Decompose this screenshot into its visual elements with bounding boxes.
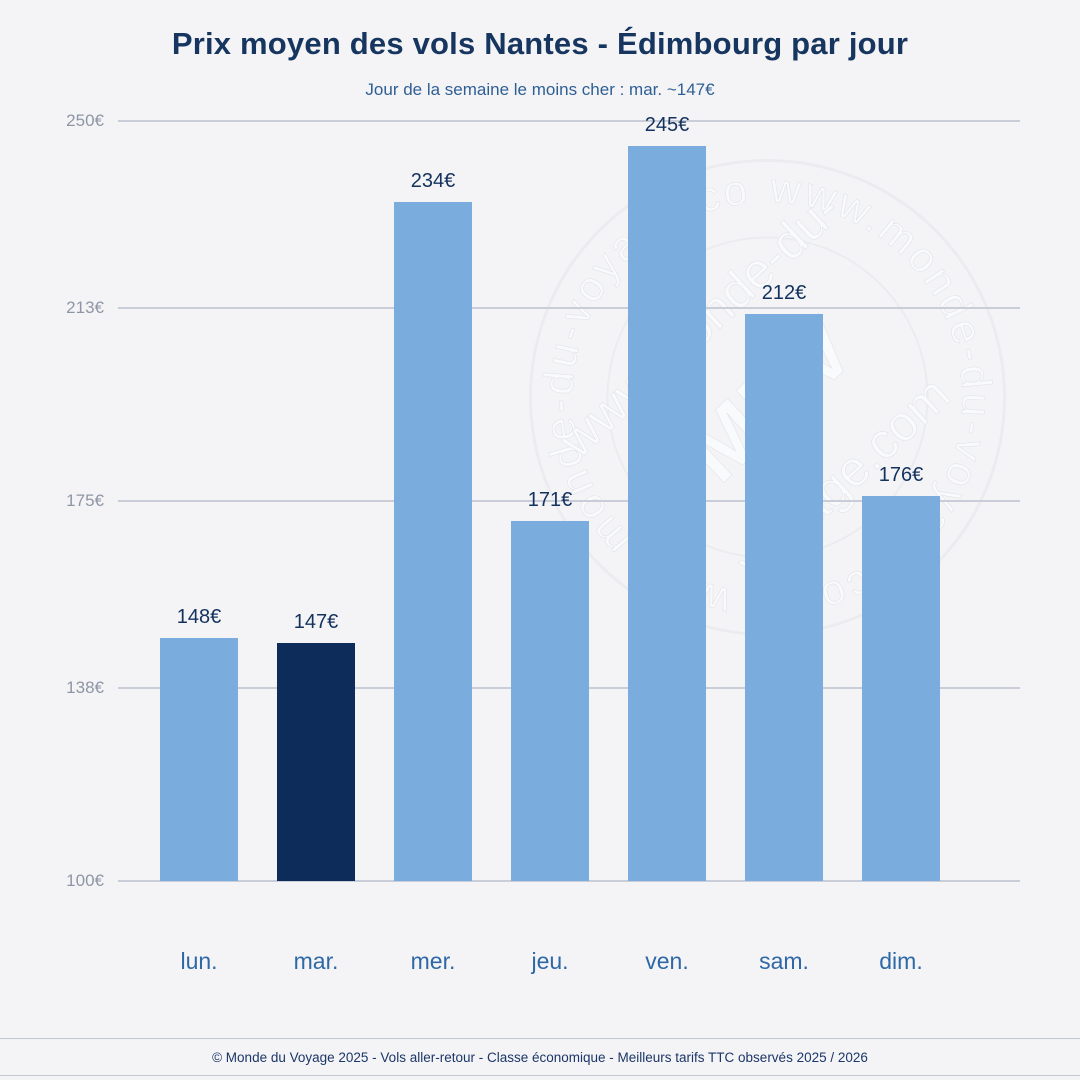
x-axis-label-mer: mer.	[410, 948, 456, 974]
chart-title: Prix moyen des vols Nantes - Édimbourg p…	[171, 26, 909, 61]
bar-chart-plot-area: 250€ 213€ 175€ 138€ 100€ 148€ lun. 147€ mar. 234€…	[66, 111, 1020, 974]
gridline-213€	[118, 307, 1020, 310]
y-axis-tick-label: 250€	[66, 111, 104, 130]
footer-text: © Monde du Voyage 2025 - Vols aller-reto…	[212, 1049, 868, 1065]
x-axis-label-mar: mar.	[293, 948, 339, 974]
x-axis-label-lun: lun.	[180, 948, 218, 974]
bar-value-label: 234€	[410, 170, 456, 193]
y-axis-tick-label: 138€	[66, 678, 104, 698]
y-axis-tick-label: 175€	[66, 491, 104, 510]
bar-value-label: 171€	[527, 489, 573, 512]
gridline-100€	[118, 880, 1020, 882]
gridline-175€	[118, 500, 1020, 502]
bar-value-label: 212€	[761, 281, 807, 304]
bar-lun	[160, 637, 238, 881]
bar-jeu	[511, 521, 589, 881]
bar-dim	[862, 495, 940, 881]
bar-mer	[394, 202, 472, 881]
y-axis-tick-label: 213€	[66, 298, 104, 318]
gridline-250€	[118, 120, 1020, 122]
x-axis-label-sam: sam.	[759, 948, 809, 974]
bar-value-label: 245€	[644, 114, 690, 137]
bar-ven	[628, 146, 706, 881]
bar-value-label: 148€	[176, 605, 222, 628]
x-axis-label-ven: ven.	[645, 948, 689, 974]
bar-mar	[277, 642, 355, 881]
chart-subtitle: Jour de la semaine le moins cher : mar. …	[365, 80, 715, 99]
bar-sam	[745, 313, 823, 881]
bar-value-label: 147€	[293, 610, 339, 633]
footer-bar: © Monde du Voyage 2025 - Vols aller-reto…	[0, 1038, 1080, 1076]
bar-value-label: 176€	[878, 463, 924, 486]
x-axis-label-dim: dim.	[879, 948, 923, 974]
y-axis-tick-label: 100€	[66, 871, 104, 890]
x-axis-label-jeu: jeu.	[531, 948, 569, 974]
